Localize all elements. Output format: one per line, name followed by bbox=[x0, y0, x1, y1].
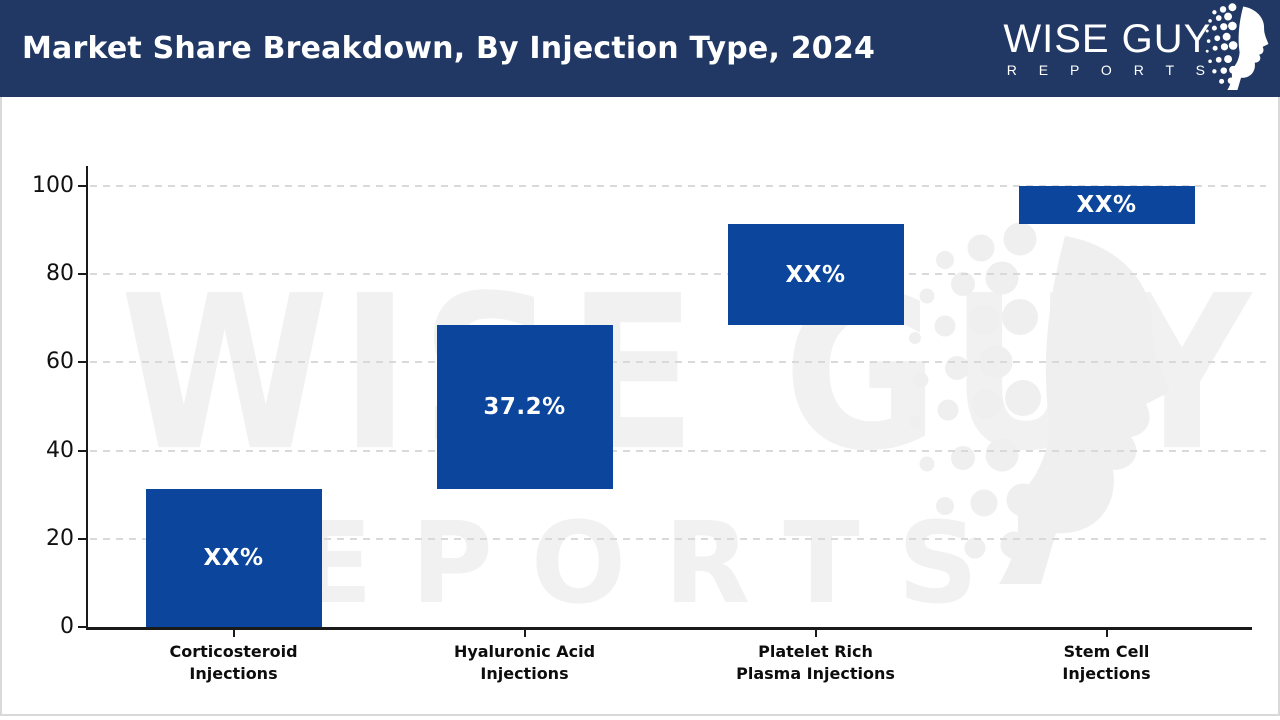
page-title: Market Share Breakdown, By Injection Typ… bbox=[22, 31, 876, 66]
wiseguy-logo-text: WISE GUY R E P O R T S bbox=[1001, 19, 1214, 78]
x-category-label-3: Platelet Rich Plasma Injections bbox=[736, 642, 895, 683]
x-category-label-2: Hyaluronic Acid Injections bbox=[453, 642, 596, 683]
logo-subtitle: R E P O R T S bbox=[1006, 62, 1214, 78]
y-tick-mark-0 bbox=[78, 626, 88, 628]
y-tick-label-20: 20 bbox=[46, 525, 74, 551]
header-bar: Market Share Breakdown, By Injection Typ… bbox=[0, 0, 1280, 97]
bar-segment-1: XX% bbox=[145, 489, 322, 627]
y-tick-label-40: 40 bbox=[46, 437, 74, 463]
y-tick-mark-40 bbox=[78, 449, 88, 452]
bar-segment-2: 37.2% bbox=[436, 325, 613, 490]
y-tick-mark-20 bbox=[78, 537, 88, 540]
y-tick-mark-80 bbox=[78, 273, 88, 276]
y-tick-mark-60 bbox=[78, 361, 88, 364]
y-tick-label-0: 0 bbox=[60, 614, 74, 639]
y-tick-label-100: 100 bbox=[32, 173, 74, 198]
x-tick-mark-3 bbox=[814, 630, 817, 637]
gridline-60 bbox=[90, 361, 1266, 364]
x-axis-spine bbox=[86, 627, 1252, 630]
bar-segment-3: XX% bbox=[727, 223, 904, 326]
gridline-80 bbox=[90, 273, 1266, 276]
bar-value-label-1: XX% bbox=[203, 545, 264, 572]
bar-value-label-3: XX% bbox=[785, 261, 846, 288]
bar-value-label-4: XX% bbox=[1076, 191, 1137, 218]
logo-wordmark: WISE GUY bbox=[1003, 17, 1212, 61]
bar-segment-4: XX% bbox=[1018, 186, 1195, 224]
gridline-20 bbox=[90, 537, 1266, 540]
y-tick-mark-100 bbox=[78, 185, 88, 187]
y-axis-spine bbox=[86, 166, 88, 630]
gridline-40 bbox=[90, 449, 1266, 452]
wiseguy-logo: WISE GUY R E P O R T S bbox=[1001, 2, 1272, 96]
bar-value-label-2: 37.2% bbox=[483, 394, 566, 421]
y-tick-label-60: 60 bbox=[46, 349, 74, 375]
dotted-head-icon bbox=[1205, 2, 1269, 90]
gridline-100 bbox=[90, 185, 1266, 187]
x-category-label-1: Corticosteroid Injections bbox=[169, 642, 298, 683]
x-tick-mark-4 bbox=[1105, 630, 1108, 637]
x-tick-mark-2 bbox=[523, 630, 526, 637]
x-tick-mark-1 bbox=[232, 630, 235, 637]
y-tick-label-80: 80 bbox=[46, 261, 74, 287]
x-category-label-4: Stem Cell Injections bbox=[1062, 642, 1151, 683]
